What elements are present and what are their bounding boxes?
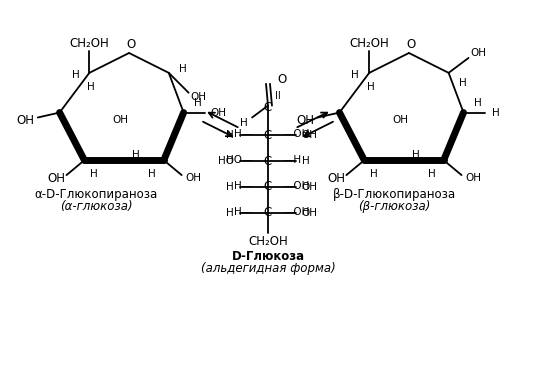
Text: H: H — [193, 98, 202, 108]
Text: OH: OH — [185, 173, 202, 183]
Text: H: H — [132, 150, 140, 160]
Text: O: O — [277, 73, 287, 86]
Text: H: H — [473, 98, 481, 108]
Text: OH: OH — [112, 115, 128, 125]
Text: H: H — [226, 182, 234, 192]
Text: H: H — [428, 169, 436, 179]
Text: C: C — [264, 101, 272, 114]
Text: C: C — [264, 155, 272, 168]
Text: OH: OH — [17, 114, 35, 127]
Text: H: H — [72, 70, 79, 80]
Text: OH: OH — [297, 114, 315, 127]
Text: H: H — [370, 169, 378, 179]
Text: (альдегидная форма): (альдегидная форма) — [200, 262, 336, 275]
Text: H—: H— — [234, 130, 252, 139]
Text: CH₂OH: CH₂OH — [248, 235, 288, 248]
Text: OH: OH — [302, 130, 318, 140]
Text: OH: OH — [302, 182, 318, 192]
Text: (α-глюкоза): (α-глюкоза) — [60, 200, 132, 213]
Text: —OH: —OH — [284, 181, 310, 191]
Text: D-Глюкоза: D-Глюкоза — [232, 250, 304, 263]
Text: C: C — [264, 180, 272, 193]
Text: H: H — [412, 150, 420, 160]
Text: H: H — [148, 169, 156, 179]
Text: —OH: —OH — [284, 207, 310, 217]
Text: H—: H— — [234, 207, 252, 217]
Text: OH: OH — [190, 92, 206, 102]
Text: OH: OH — [302, 208, 318, 218]
Text: OH: OH — [392, 115, 408, 125]
Text: α-D-Глюкопираноза: α-D-Глюкопираноза — [35, 189, 158, 201]
Text: HO: HO — [218, 156, 234, 166]
Text: H: H — [87, 82, 95, 92]
Text: OH: OH — [465, 173, 481, 183]
Text: H: H — [240, 118, 248, 128]
Text: H: H — [459, 78, 466, 88]
Text: H: H — [226, 130, 234, 140]
Text: C: C — [264, 129, 272, 142]
Text: H: H — [493, 107, 500, 118]
Text: H—: H— — [234, 181, 252, 191]
Text: β-D-Глюкопираноза: β-D-Глюкопираноза — [332, 189, 456, 201]
Text: O: O — [406, 38, 415, 51]
Text: OH: OH — [48, 172, 65, 184]
Text: —H: —H — [284, 155, 302, 165]
Text: H: H — [367, 82, 375, 92]
Text: O: O — [126, 38, 136, 51]
Text: CH₂OH: CH₂OH — [70, 37, 109, 49]
Text: H: H — [352, 70, 359, 80]
Text: H: H — [179, 64, 187, 74]
Text: —OH: —OH — [284, 130, 310, 139]
Text: OH: OH — [471, 48, 486, 58]
Text: H: H — [302, 156, 310, 166]
Text: H: H — [91, 169, 98, 179]
Text: OH: OH — [210, 107, 226, 118]
Text: C: C — [264, 206, 272, 219]
Text: II: II — [275, 91, 281, 101]
Text: CH₂OH: CH₂OH — [349, 37, 389, 49]
Text: HO—: HO— — [226, 155, 252, 165]
Text: (β-глюкоза): (β-глюкоза) — [358, 200, 430, 213]
Text: OH: OH — [327, 172, 346, 184]
Text: H: H — [226, 208, 234, 218]
